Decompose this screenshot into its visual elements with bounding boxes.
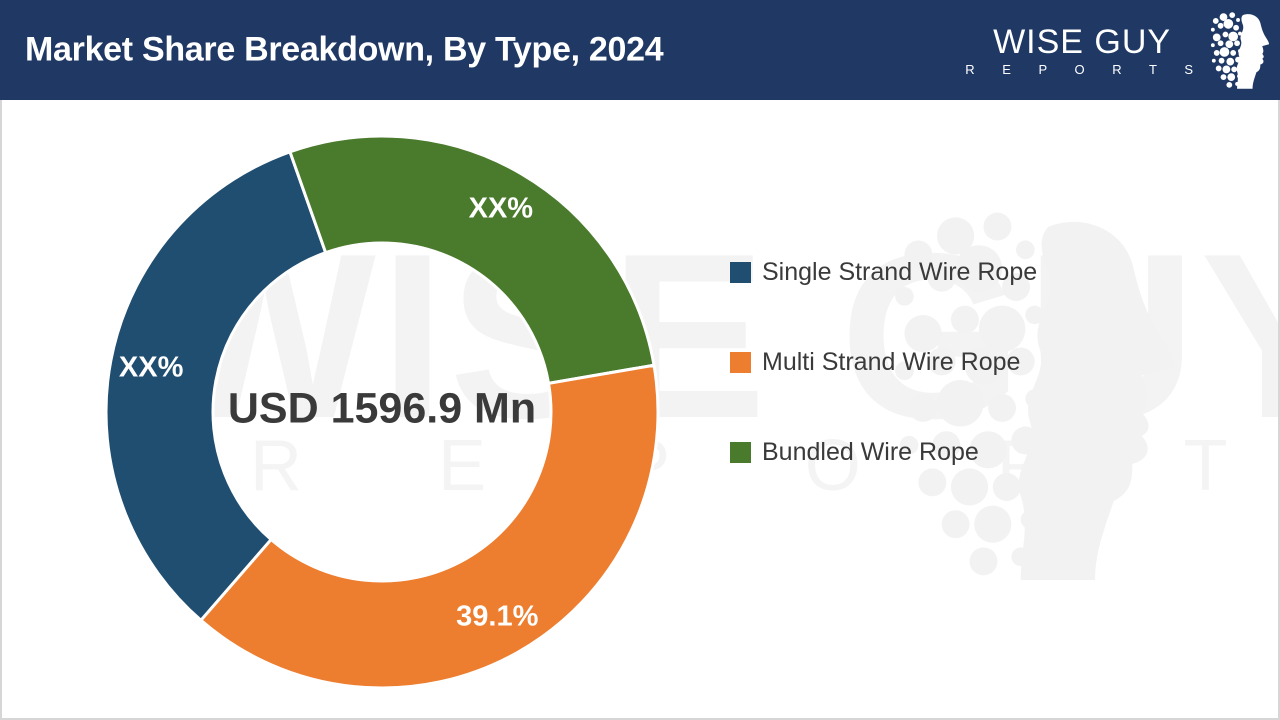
legend-label: Single Strand Wire Rope <box>762 257 1038 286</box>
donut-segment <box>199 363 660 690</box>
legend-label: Bundled Wire Rope <box>762 437 979 466</box>
page-title: Market Share Breakdown, By Type, 2024 <box>25 30 664 69</box>
legend-swatch <box>730 441 751 463</box>
donut-segment <box>104 150 328 622</box>
legend-label: Multi Strand Wire Rope <box>762 347 1021 376</box>
slice-label: XX% <box>468 192 534 225</box>
wiseguy-face-icon <box>1208 11 1270 89</box>
legend-item: Bundled Wire Rope <box>730 437 1037 467</box>
wiseguy-logo: WISE GUY R E P O R T S <box>959 11 1270 89</box>
legend-item: Single Strand Wire Rope <box>730 257 1037 287</box>
donut-center-value: USD 1596.9 Mn <box>227 384 537 433</box>
donut-chart <box>104 134 660 690</box>
chart-area: WISE GUY R E P O R T S USD 1596.9 Mn Sin… <box>0 100 1280 720</box>
legend-swatch <box>730 351 751 373</box>
logo-wordmark: WISE GUY <box>993 22 1172 61</box>
wiseguy-logo-text: WISE GUY R E P O R T S <box>959 25 1205 76</box>
slice-label: XX% <box>118 351 184 384</box>
header-bar: Market Share Breakdown, By Type, 2024 WI… <box>0 0 1280 100</box>
legend: Single Strand Wire Rope Multi Strand Wire… <box>730 257 1037 467</box>
logo-subtitle: R E P O R T S <box>965 61 1205 77</box>
legend-item: Multi Strand Wire Rope <box>730 347 1037 377</box>
legend-swatch <box>730 261 751 283</box>
donut-segment <box>288 134 656 385</box>
slice-label: 39.1% <box>456 600 539 633</box>
